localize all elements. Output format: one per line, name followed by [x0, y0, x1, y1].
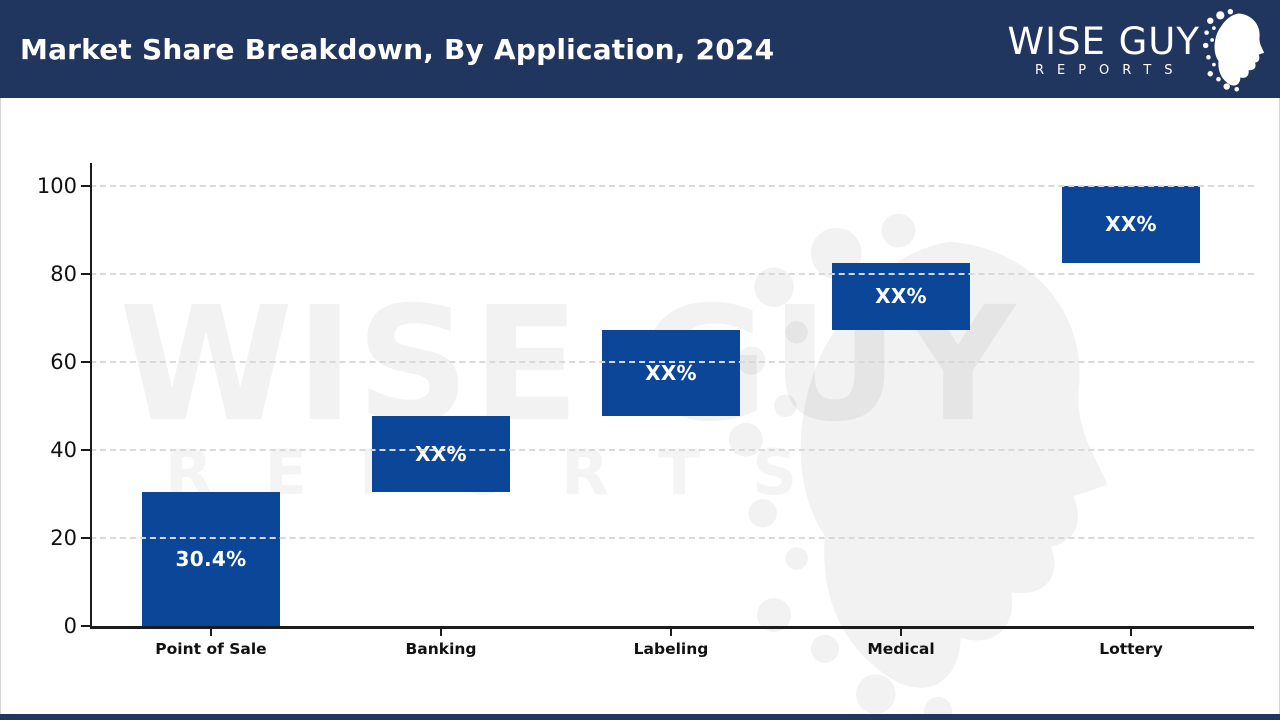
- brand-name: WISE GUY: [1007, 20, 1200, 63]
- gridline-20: [90, 537, 1254, 539]
- x-tick-1: [440, 629, 442, 636]
- y-tick-label-100: 100: [36, 174, 77, 198]
- gridline-80: [90, 273, 1254, 275]
- bar-value-label: 30.4%: [175, 547, 247, 572]
- y-tick-label-20: 20: [50, 526, 77, 550]
- bar-lottery: XX%: [1062, 186, 1200, 263]
- x-axis-line: [90, 626, 1254, 629]
- x-tick-4: [1130, 629, 1132, 636]
- dotted-head-profile-icon: [1202, 8, 1265, 92]
- bar-value-label: XX%: [1105, 212, 1157, 237]
- y-tick-80: [81, 273, 90, 275]
- x-category-label: Lottery: [1099, 640, 1163, 658]
- bar-labeling: XX%: [602, 329, 740, 416]
- y-tick-label-40: 40: [50, 438, 77, 462]
- x-category-label: Banking: [405, 640, 477, 658]
- y-tick-20: [81, 537, 90, 539]
- bar-value-label: XX%: [875, 284, 927, 309]
- bar-value-label: XX%: [415, 441, 467, 466]
- x-tick-3: [900, 629, 902, 636]
- x-tick-0: [210, 629, 212, 636]
- header: Market Share Breakdown, By Application, …: [0, 0, 1280, 98]
- brand-logo: WISE GUY REPORTS: [1008, 6, 1266, 94]
- y-tick-label-80: 80: [50, 262, 77, 286]
- bar-banking: XX%: [372, 415, 510, 493]
- y-tick-100: [81, 185, 90, 187]
- y-tick-label-60: 60: [50, 350, 77, 374]
- brand-logo-text: WISE GUY REPORTS: [1008, 22, 1200, 78]
- y-tick-60: [81, 361, 90, 363]
- footer-accent-bar: [0, 714, 1280, 720]
- page-title: Market Share Breakdown, By Application, …: [20, 32, 775, 66]
- bar-point-of-sale: 30.4%: [142, 492, 280, 626]
- x-category-label: Point of Sale: [155, 640, 267, 658]
- y-axis-line: [90, 163, 92, 629]
- gridline-40: [90, 449, 1254, 451]
- gridline-60: [90, 361, 1254, 363]
- chart-canvas: WISE GUY REPORTS 30.4%XX%XX%XX%XX%020406…: [0, 98, 1280, 720]
- y-tick-label-0: 0: [63, 614, 77, 638]
- y-tick-0: [81, 625, 90, 627]
- gridline-100: [90, 185, 1254, 187]
- brand-subname: REPORTS: [1034, 63, 1186, 78]
- x-tick-2: [670, 629, 672, 636]
- bar-value-label: XX%: [645, 360, 697, 385]
- x-category-label: Medical: [867, 640, 935, 658]
- x-category-label: Labeling: [633, 640, 709, 658]
- y-tick-40: [81, 449, 90, 451]
